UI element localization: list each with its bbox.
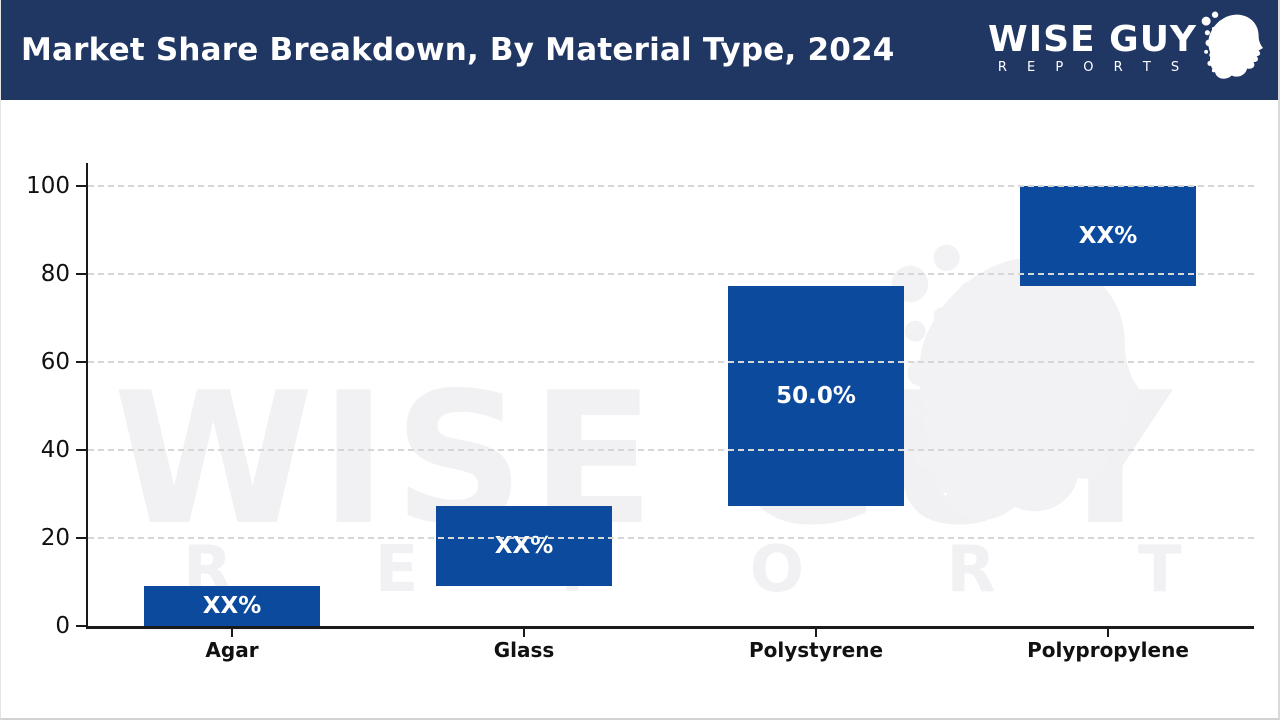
bar-agar: XX% — [144, 586, 320, 626]
x-tick — [231, 628, 233, 637]
bar-glass: XX% — [436, 505, 612, 587]
y-tick — [76, 185, 86, 187]
dotted-face-logo-icon — [1201, 11, 1264, 79]
brand-logo: WISE GUY R E P O R T S — [988, 6, 1265, 90]
y-tick — [76, 449, 86, 451]
y-axis-tick-label: 100 — [26, 173, 70, 199]
brand-name: WISE GUY — [987, 19, 1197, 61]
gridline-80 — [88, 273, 1254, 275]
x-tick — [1107, 628, 1109, 637]
y-axis-tick-label: 20 — [40, 525, 70, 551]
brand-tagline: R E P O R T S — [997, 59, 1188, 75]
gridline-100 — [88, 185, 1254, 187]
header-bar: Market Share Breakdown, By Material Type… — [1, 0, 1278, 100]
y-axis-tick-label: 0 — [55, 613, 70, 639]
bar-value-label: 50.0% — [776, 382, 856, 409]
y-tick — [76, 537, 86, 539]
bar-value-label: XX% — [1078, 222, 1138, 249]
x-axis-label-polystyrene: Polystyrene — [748, 638, 884, 662]
bar-value-label: XX% — [202, 593, 262, 620]
x-tick — [523, 628, 525, 637]
brand-logo-text: WISE GUY R E P O R T S — [988, 21, 1197, 75]
y-axis-tick-label: 60 — [40, 349, 70, 375]
watermark-text-line2: R E P O R T S — [183, 533, 1278, 607]
page-title: Market Share Breakdown, By Material Type… — [21, 32, 895, 68]
gridline-20 — [88, 537, 1254, 539]
plot-area: WISE GUY R E P O R T S XX%AgarXX%Glass50… — [1, 100, 1278, 718]
y-axis-spine — [86, 163, 88, 629]
y-axis-tick-label: 80 — [40, 261, 70, 287]
y-axis-tick-label: 40 — [40, 437, 70, 463]
x-axis-label-polypropylene: Polypropylene — [1027, 638, 1189, 662]
x-axis-spine — [86, 626, 1254, 629]
y-tick — [76, 273, 86, 275]
y-tick — [76, 361, 86, 363]
bar-polypropylene: XX% — [1020, 186, 1196, 286]
x-axis-label-agar: Agar — [205, 638, 259, 662]
bar-polystyrene: 50.0% — [728, 285, 904, 506]
gridline-60 — [88, 361, 1254, 363]
y-tick — [76, 625, 86, 627]
x-tick — [815, 628, 817, 637]
x-axis-label-glass: Glass — [493, 638, 555, 662]
gridline-40 — [88, 449, 1254, 451]
